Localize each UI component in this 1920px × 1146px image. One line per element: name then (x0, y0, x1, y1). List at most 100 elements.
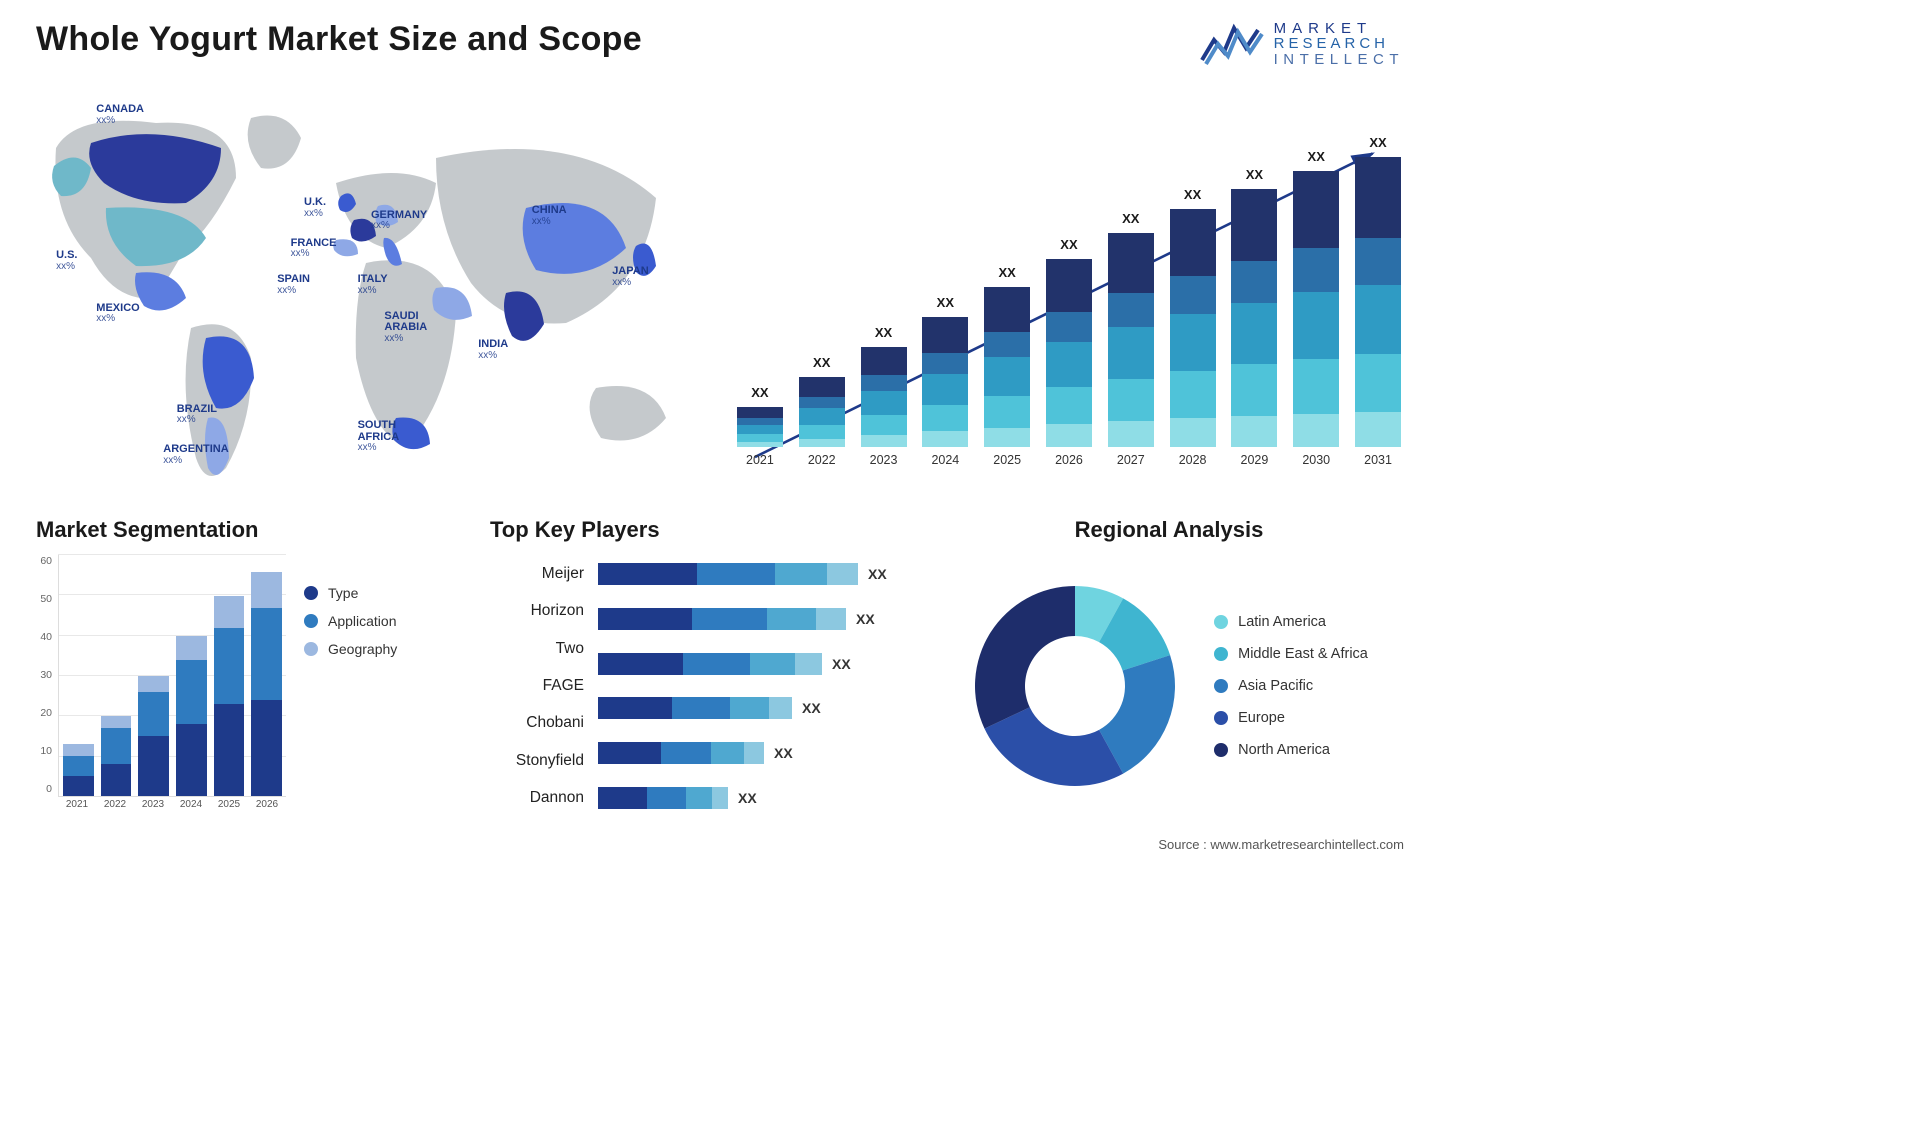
key-players-bars: XX XX XX XX XX XX (598, 555, 910, 817)
map-label-uk: U.K.xx% (304, 197, 326, 219)
map-label-italy: ITALYxx% (358, 274, 388, 296)
key-player-value: XX (774, 745, 793, 761)
regional-legend: Latin America Middle East & Africa Asia Pa… (1214, 614, 1368, 758)
map-label-germany: GERMANYxx% (371, 210, 427, 232)
growth-value-label: XX (1308, 149, 1325, 164)
brand-line1: MARKET (1274, 21, 1404, 36)
map-label-canada: CANADAxx% (96, 104, 144, 126)
key-player-value: XX (802, 700, 821, 716)
segmentation-legend: Type Application Geography (304, 555, 397, 817)
key-player-name: Meijer (490, 565, 584, 583)
key-player-name: Stonyfield (490, 752, 584, 770)
key-player-bar: XX (598, 742, 910, 764)
seg-bar-2021 (63, 744, 94, 796)
regional-legend-item: Asia Pacific (1214, 678, 1368, 694)
map-label-argentina: ARGENTINAxx% (163, 444, 228, 466)
key-player-bar: XX (598, 787, 910, 809)
page-title: Whole Yogurt Market Size and Scope (36, 20, 642, 59)
growth-year-label: 2021 (746, 453, 774, 467)
growth-year-label: 2025 (993, 453, 1021, 467)
key-player-bar: XX (598, 608, 910, 630)
brand-text: MARKET RESEARCH INTELLECT (1274, 21, 1404, 67)
growth-year-label: 2031 (1364, 453, 1392, 467)
regional-legend-item: North America (1214, 742, 1368, 758)
growth-year-label: 2027 (1117, 453, 1145, 467)
growth-year-label: 2026 (1055, 453, 1083, 467)
growth-bar-2028: XX2028 (1167, 209, 1219, 467)
growth-value-label: XX (1369, 135, 1386, 150)
growth-year-label: 2024 (931, 453, 959, 467)
map-label-mexico: MEXICOxx% (96, 303, 139, 325)
map-label-india: INDIAxx% (478, 339, 508, 361)
top-row: CANADAxx% U.S.xx% MEXICOxx% BRAZILxx% ARGENT… (36, 88, 1404, 493)
donut-slice (985, 707, 1124, 786)
key-player-value: XX (868, 566, 887, 582)
seg-legend-application: Application (304, 613, 397, 629)
map-label-spain: SPAINxx% (277, 274, 310, 296)
key-player-bar: XX (598, 563, 910, 585)
growth-bar-2022: XX2022 (796, 377, 848, 467)
key-player-value: XX (738, 790, 757, 806)
regional-legend-item: Middle East & Africa (1214, 646, 1368, 662)
key-player-name: Horizon (490, 602, 584, 620)
growth-bar-2031: XX2031 (1352, 157, 1404, 467)
growth-year-label: 2022 (808, 453, 836, 467)
key-players-names: MeijerHorizonTwoFAGEChobaniStonyfieldDan… (490, 555, 584, 817)
growth-year-label: 2029 (1241, 453, 1269, 467)
growth-value-label: XX (751, 385, 768, 400)
growth-value-label: XX (813, 355, 830, 370)
growth-value-label: XX (1122, 211, 1139, 226)
map-label-china: CHINAxx% (532, 205, 567, 227)
growth-value-label: XX (875, 325, 892, 340)
growth-value-label: XX (1060, 237, 1077, 252)
key-player-bar: XX (598, 697, 910, 719)
growth-bar-2027: XX2027 (1105, 233, 1157, 467)
key-players-title: Top Key Players (490, 517, 910, 543)
bottom-row: Market Segmentation 0102030405060 202120… (36, 517, 1404, 817)
growth-bar-2026: XX2026 (1043, 259, 1095, 467)
world-map-panel: CANADAxx% U.S.xx% MEXICOxx% BRAZILxx% ARGENT… (36, 88, 706, 493)
regional-panel: Regional Analysis Latin America Middle Ea… (934, 517, 1404, 817)
growth-value-label: XX (1184, 187, 1201, 202)
key-player-name: Dannon (490, 789, 584, 807)
segmentation-chart: 0102030405060 202120222023202420252026 (36, 555, 286, 817)
growth-bar-2023: XX2023 (858, 347, 910, 467)
growth-value-label: XX (1246, 167, 1263, 182)
brand-mark-icon (1200, 20, 1264, 68)
map-label-saudi: SAUDIARABIAxx% (384, 311, 427, 345)
map-label-us: U.S.xx% (56, 250, 77, 272)
regional-title: Regional Analysis (1075, 517, 1264, 543)
brand-line2: RESEARCH (1274, 36, 1404, 51)
key-player-bar: XX (598, 653, 910, 675)
seg-bar-2022 (101, 716, 132, 796)
seg-legend-type: Type (304, 585, 397, 601)
donut-slice (975, 586, 1075, 729)
regional-legend-item: Latin America (1214, 614, 1368, 630)
key-player-name: FAGE (490, 677, 584, 695)
seg-legend-geography: Geography (304, 641, 397, 657)
map-label-france: FRANCExx% (291, 238, 337, 260)
key-player-value: XX (856, 611, 875, 627)
growth-value-label: XX (937, 295, 954, 310)
growth-year-label: 2030 (1302, 453, 1330, 467)
segmentation-title: Market Segmentation (36, 517, 466, 543)
growth-chart: XX2021XX2022XX2023XX2024XX2025XX2026XX20… (734, 88, 1404, 493)
key-players-panel: Top Key Players MeijerHorizonTwoFAGEChob… (490, 517, 910, 817)
growth-bar-2030: XX2030 (1290, 171, 1342, 467)
brand-line3: INTELLECT (1274, 52, 1404, 67)
growth-bar-2025: XX2025 (981, 287, 1033, 467)
seg-bar-2024 (176, 636, 207, 796)
seg-bar-2023 (138, 676, 169, 796)
source-label: Source : www.marketresearchintellect.com (1158, 837, 1404, 852)
growth-year-label: 2023 (870, 453, 898, 467)
brand-logo: MARKET RESEARCH INTELLECT (1200, 20, 1404, 68)
growth-bar-2021: XX2021 (734, 407, 786, 467)
map-label-brazil: BRAZILxx% (177, 404, 217, 426)
growth-value-label: XX (998, 265, 1015, 280)
growth-year-label: 2028 (1179, 453, 1207, 467)
growth-bar-2029: XX2029 (1229, 189, 1281, 467)
donut-chart-icon (970, 581, 1180, 791)
map-label-south-africa: SOUTHAFRICAxx% (358, 420, 400, 454)
key-player-name: Two (490, 640, 584, 658)
map-label-japan: JAPANxx% (612, 266, 648, 288)
